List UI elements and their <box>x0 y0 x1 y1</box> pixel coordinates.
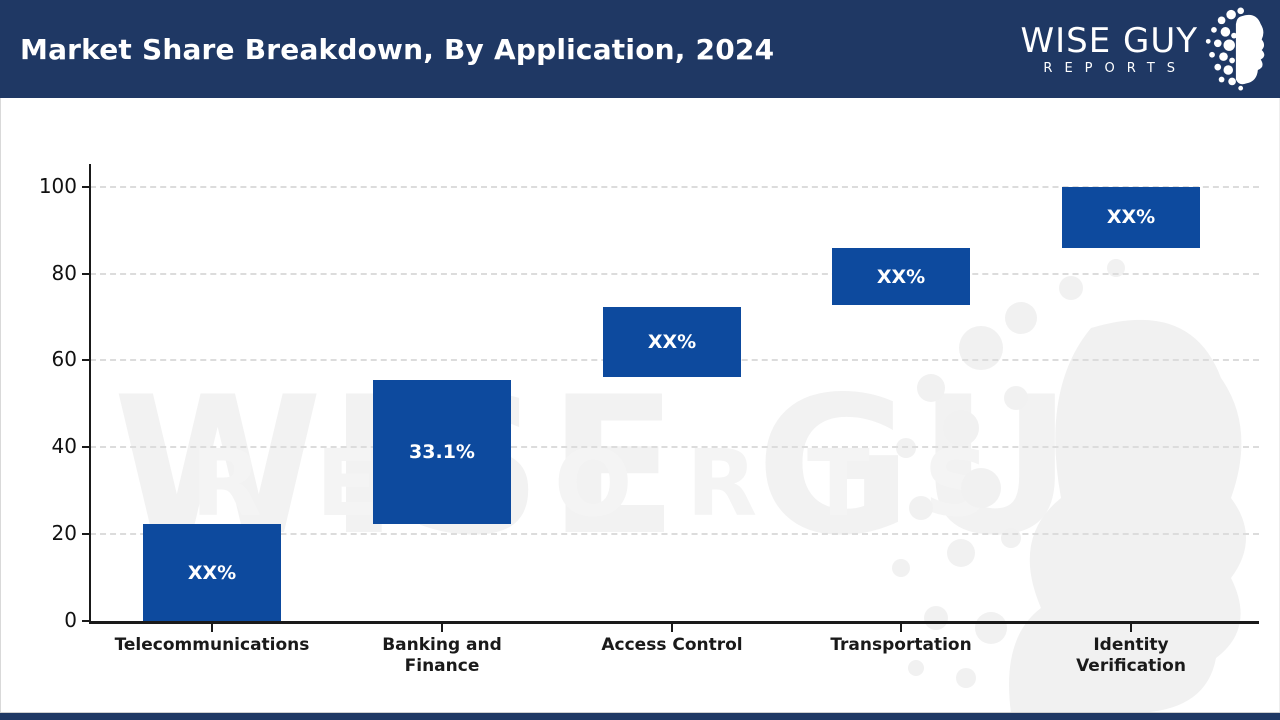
category-label-line: Telecommunications <box>114 635 310 655</box>
gridline-y20 <box>90 533 1259 536</box>
chart-area: WISE GUY REPORTS 0 20 40 60 80 100 XX% Telecomm… <box>0 98 1280 713</box>
bar-value-label: XX% <box>876 265 926 288</box>
dotted-face-icon <box>1205 7 1265 91</box>
y-tick-label: 60 <box>51 347 77 372</box>
bar-access-control: XX% <box>603 306 741 378</box>
category-label-line: Verification <box>1076 656 1186 677</box>
y-tick-label: 100 <box>38 173 77 198</box>
category-label-line: Access Control <box>601 635 743 655</box>
page-title: Market Share Breakdown, By Application, … <box>20 32 775 66</box>
x-axis-line <box>89 621 1259 624</box>
category-label-line: Transportation <box>830 635 972 655</box>
y-tick-60 <box>82 359 89 362</box>
bar-value-label: 33.1% <box>409 441 475 464</box>
y-tick-label: 0 <box>64 608 77 632</box>
logo-wordmark: WISE GUY <box>1020 20 1198 61</box>
x-tick <box>211 624 213 632</box>
y-tick-label: 20 <box>51 521 77 546</box>
category-label-line: Finance <box>404 656 480 677</box>
x-tick <box>671 624 673 632</box>
category-label: Access Control <box>557 635 787 656</box>
bar-value-label: XX% <box>647 331 697 353</box>
category-label-line: Banking and <box>382 635 502 655</box>
header-band: Market Share Breakdown, By Application, … <box>0 0 1280 98</box>
x-tick <box>1130 624 1132 632</box>
bar-banking-and-finance: 33.1% <box>373 380 511 525</box>
category-label: Identity Verification <box>1016 635 1246 678</box>
gridline-y40 <box>90 446 1259 449</box>
bar-value-label: XX% <box>187 561 237 584</box>
logo-text: WISE GUY REPORTS <box>1020 24 1198 75</box>
wise-guy-reports-logo: WISE GUY REPORTS <box>1020 7 1266 91</box>
category-label: Telecommunications <box>97 635 327 656</box>
category-label: Banking and Finance <box>327 635 557 678</box>
category-label-line: Identity <box>1093 635 1169 655</box>
y-tick-label: 40 <box>51 434 77 459</box>
logo-subtext: REPORTS <box>1043 60 1188 76</box>
watermark-dotted-head-icon <box>892 259 1246 713</box>
footer-band <box>0 712 1280 720</box>
watermark-wordmark: WISE GUY <box>113 356 1222 577</box>
x-tick <box>900 624 902 632</box>
y-axis-line <box>89 164 91 624</box>
gridline-y100 <box>90 185 1259 188</box>
bar-value-label: XX% <box>1106 206 1156 229</box>
bar-identity-verification: XX% <box>1062 186 1200 249</box>
bar-transportation: XX% <box>832 248 970 305</box>
y-tick-label: 80 <box>51 260 77 285</box>
gridline-y80 <box>90 272 1259 275</box>
y-tick-0 <box>82 620 89 622</box>
y-tick-20 <box>82 533 89 536</box>
y-tick-80 <box>82 272 89 275</box>
y-tick-100 <box>82 185 89 188</box>
x-tick <box>441 624 443 632</box>
bar-telecommunications: XX% <box>143 524 281 621</box>
y-tick-40 <box>82 446 89 449</box>
category-label: Transportation <box>786 635 1016 656</box>
